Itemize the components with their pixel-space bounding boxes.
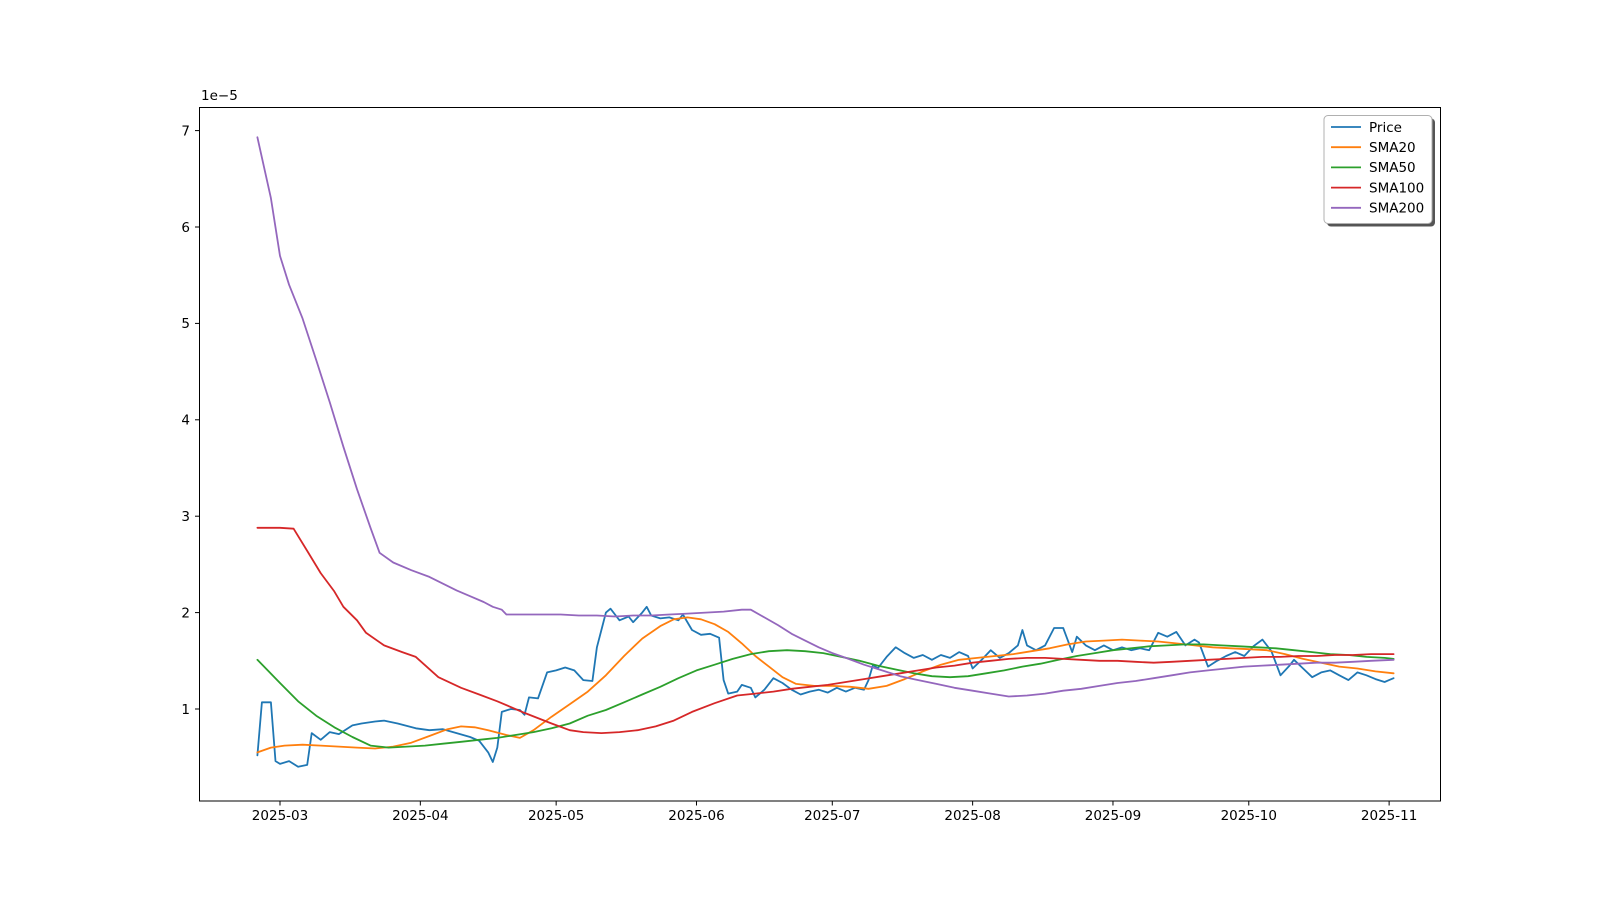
y-tick-label: 5 (181, 316, 190, 332)
legend-label-sma50: SMA50 (1369, 160, 1416, 176)
legend-label-sma100: SMA100 (1369, 180, 1424, 196)
y-tick-label: 3 (181, 509, 190, 525)
legend-label-sma20: SMA20 (1369, 140, 1416, 156)
x-tick-label: 2025-04 (392, 808, 448, 824)
y-tick-label: 6 (181, 220, 190, 236)
y-tick-label: 1 (181, 702, 190, 718)
x-tick-label: 2025-08 (944, 808, 1000, 824)
x-tick-label: 2025-11 (1361, 808, 1417, 824)
x-tick-label: 2025-06 (668, 808, 724, 824)
sma100-line (256, 526, 1395, 734)
x-tick-label: 2025-10 (1221, 808, 1277, 824)
y-tick-label: 2 (181, 605, 190, 621)
legend-box (1323, 115, 1433, 224)
plot-border (199, 107, 1441, 802)
x-tick-label: 2025-09 (1085, 808, 1141, 824)
x-tick-label: 2025-07 (804, 808, 860, 824)
legend-label-sma200: SMA200 (1369, 201, 1424, 217)
y-axis-offset-label: 1e−5 (201, 88, 238, 104)
sma50-line (256, 643, 1395, 749)
sma200-line (256, 136, 1395, 698)
y-tick-label: 7 (181, 123, 190, 139)
legend-label-price: Price (1369, 120, 1402, 136)
y-tick-label: 4 (181, 413, 190, 429)
x-tick-label: 2025-03 (252, 808, 308, 824)
x-tick-label: 2025-05 (528, 808, 584, 824)
price-line (256, 605, 1395, 768)
